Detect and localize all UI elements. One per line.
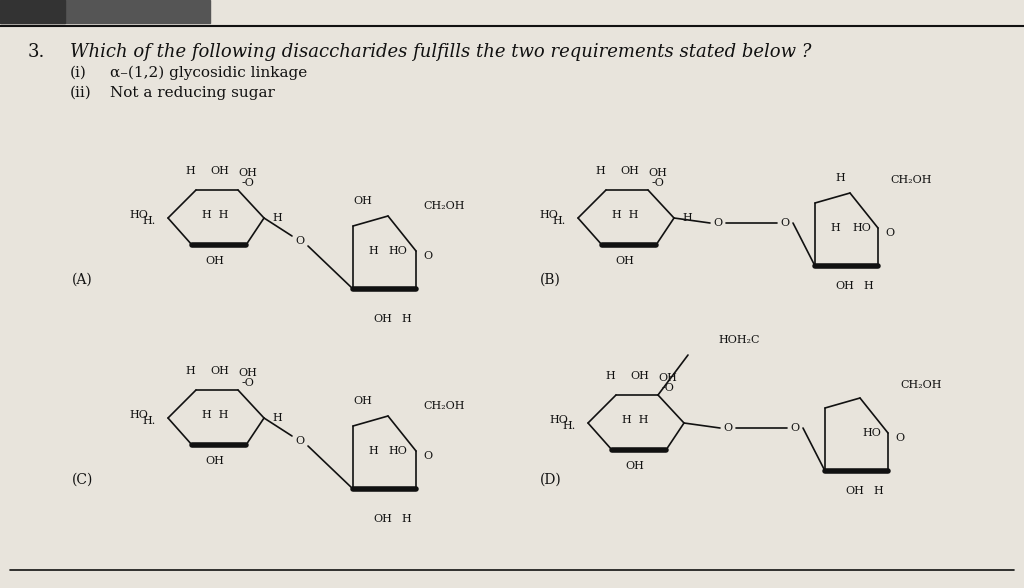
Text: H: H: [605, 371, 614, 381]
Text: HO: HO: [549, 415, 568, 425]
Text: OH: OH: [626, 461, 644, 471]
Text: CH₂OH: CH₂OH: [890, 175, 932, 185]
Text: O: O: [723, 423, 732, 433]
Text: H  H: H H: [202, 210, 228, 220]
Text: O: O: [886, 228, 895, 238]
Text: O: O: [424, 451, 432, 461]
Text: H  H: H H: [622, 415, 648, 425]
Text: -O: -O: [662, 383, 675, 393]
Text: OH: OH: [630, 371, 649, 381]
Text: O: O: [296, 236, 304, 246]
Text: (i): (i): [70, 66, 87, 80]
Text: O: O: [780, 218, 790, 228]
Text: H: H: [873, 486, 883, 496]
Text: H: H: [401, 314, 411, 324]
Text: H: H: [368, 246, 378, 256]
Text: OH: OH: [353, 196, 373, 206]
Text: H: H: [682, 213, 692, 223]
Text: OH: OH: [206, 456, 224, 466]
Text: O: O: [895, 433, 904, 443]
Text: OH: OH: [206, 256, 224, 266]
Text: HO: HO: [853, 223, 871, 233]
Text: OH: OH: [210, 366, 229, 376]
Text: OH: OH: [373, 314, 392, 324]
Text: H: H: [863, 281, 872, 291]
Text: H: H: [185, 166, 195, 176]
Text: Which of the following disaccharides fulfills the two requirements stated below : Which of the following disaccharides ful…: [70, 43, 811, 61]
Text: OH: OH: [353, 396, 373, 406]
Text: H: H: [595, 166, 605, 176]
Text: OH: OH: [373, 514, 392, 524]
Text: -O: -O: [242, 378, 254, 388]
Text: (D): (D): [540, 473, 562, 487]
Text: H  H: H H: [611, 210, 638, 220]
Text: CH₂OH: CH₂OH: [900, 380, 941, 390]
Text: H.: H.: [563, 421, 575, 431]
Text: HO: HO: [862, 428, 882, 438]
Text: -O: -O: [651, 178, 665, 188]
Text: H: H: [830, 223, 840, 233]
Text: H.: H.: [142, 216, 156, 226]
Text: HO: HO: [388, 246, 408, 256]
Text: OH: OH: [658, 373, 677, 383]
Text: HO: HO: [129, 210, 148, 220]
Text: CH₂OH: CH₂OH: [423, 201, 465, 211]
Text: H: H: [836, 173, 845, 183]
Text: HO: HO: [539, 210, 558, 220]
Bar: [0, 0, 210, 23]
Text: H  H: H H: [202, 410, 228, 420]
Text: OH: OH: [615, 256, 635, 266]
Text: Not a reducing sugar: Not a reducing sugar: [110, 86, 274, 100]
Text: OH: OH: [620, 166, 639, 176]
Text: OH: OH: [238, 168, 257, 178]
Text: (A): (A): [72, 273, 93, 287]
Text: OH: OH: [210, 166, 229, 176]
Bar: [0, 0, 65, 23]
Text: O: O: [791, 423, 800, 433]
Text: H: H: [272, 213, 282, 223]
Text: HOH₂C: HOH₂C: [718, 335, 760, 345]
Text: O: O: [296, 436, 304, 446]
Text: OH: OH: [238, 368, 257, 378]
Text: 3.: 3.: [28, 43, 45, 61]
Text: H: H: [368, 446, 378, 456]
Text: H: H: [401, 514, 411, 524]
Text: OH: OH: [835, 281, 854, 291]
Text: (C): (C): [72, 473, 93, 487]
Text: -O: -O: [242, 178, 254, 188]
Text: (ii): (ii): [70, 86, 92, 100]
Text: HO: HO: [129, 410, 148, 420]
Text: α–(1,2) glycosidic linkage: α–(1,2) glycosidic linkage: [110, 66, 307, 81]
Text: H: H: [272, 413, 282, 423]
Text: H.: H.: [553, 216, 566, 226]
Text: CH₂OH: CH₂OH: [423, 401, 465, 411]
Text: OH: OH: [845, 486, 864, 496]
Text: HO: HO: [388, 446, 408, 456]
Text: OH: OH: [648, 168, 667, 178]
Text: O: O: [424, 251, 432, 261]
Text: H: H: [185, 366, 195, 376]
Text: (B): (B): [540, 273, 561, 287]
Text: O: O: [714, 218, 723, 228]
Text: H.: H.: [142, 416, 156, 426]
